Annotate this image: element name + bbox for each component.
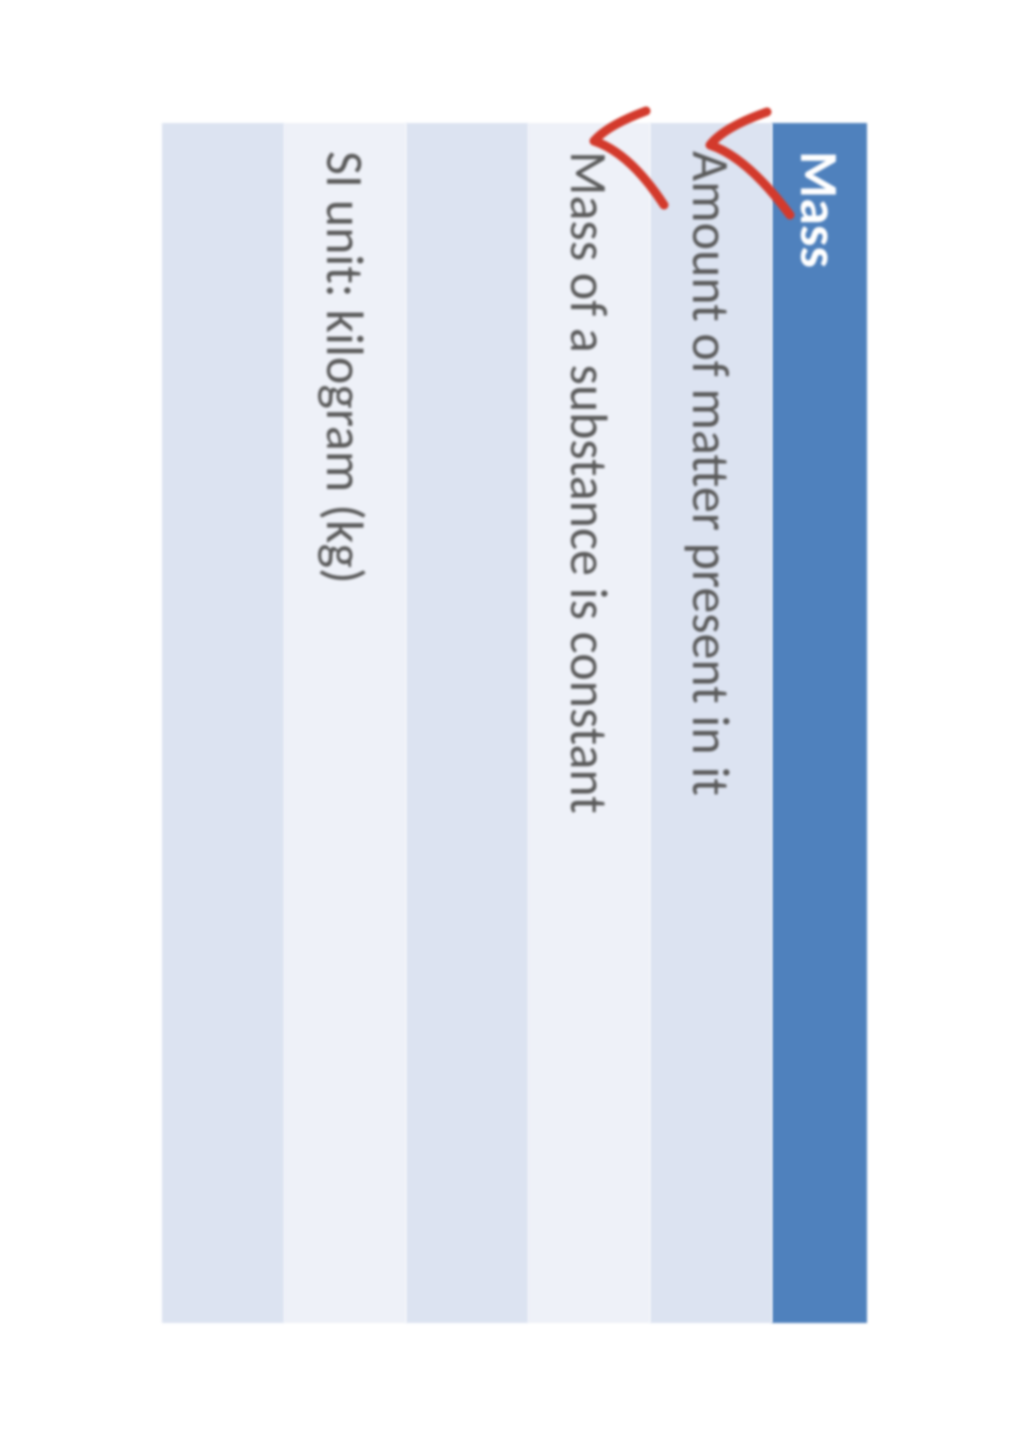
row-text: SI unit: kilogram (kg) xyxy=(313,151,377,584)
table-row: Mass of a substance is constant xyxy=(528,123,650,1323)
table-row xyxy=(162,123,284,1323)
row-text: Amount of matter present in it xyxy=(679,151,743,796)
slide-canvas: Mass Amount of matter present in it Mass… xyxy=(0,0,1024,1445)
row-text: Mass of a substance is constant xyxy=(557,151,621,814)
table-header: Mass xyxy=(772,123,867,1323)
header-label: Mass xyxy=(787,151,853,268)
table-row: Amount of matter present in it xyxy=(650,123,772,1323)
table-row: SI unit: kilogram (kg) xyxy=(284,123,406,1323)
rotated-strip: Mass Amount of matter present in it Mass… xyxy=(157,123,867,1323)
table-row xyxy=(406,123,528,1323)
